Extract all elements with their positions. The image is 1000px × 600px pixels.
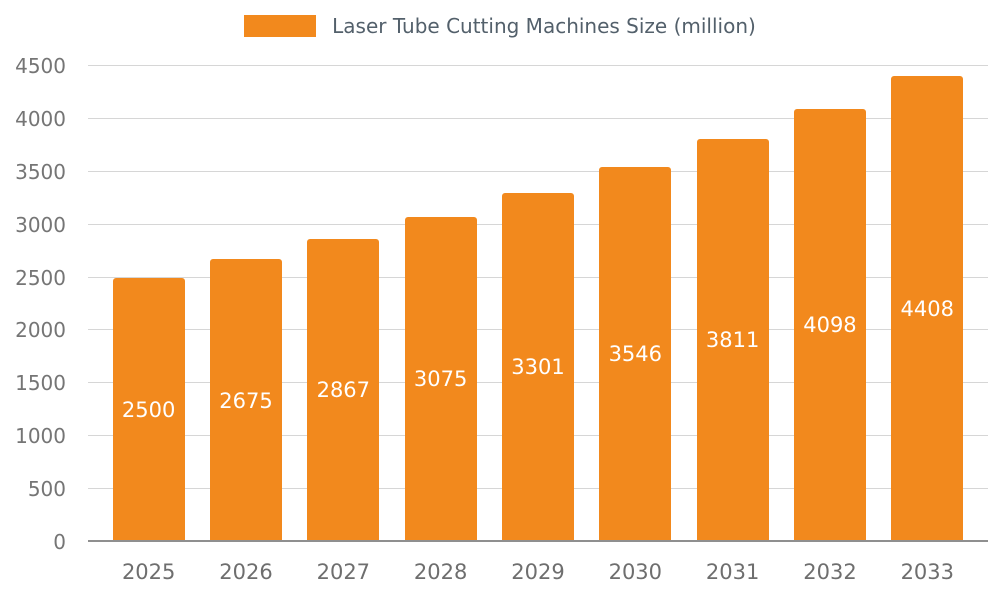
x-tick-label: 2025	[121, 560, 176, 584]
x-tick-label: 2032	[803, 560, 857, 584]
bar-value-label: 2500	[121, 397, 176, 422]
x-axis-labels: 2025 2026 2027 2028 2029 2030 2031 2032 2033	[88, 554, 988, 590]
legend-label: Laser Tube Cutting Machines Size (millio…	[332, 14, 756, 38]
bar-slot: 3075	[392, 66, 489, 542]
x-axis-line	[88, 540, 988, 542]
x-tick-label: 2030	[608, 560, 663, 584]
y-axis: 0 500 1000 1500 2000 2500 3000 3500 4000 4500	[0, 56, 78, 552]
x-tick-label: 2027	[316, 560, 371, 584]
x-tick-label: 2029	[511, 560, 565, 584]
bar-2031[interactable]: 3811	[696, 138, 769, 542]
bars-row: 2500 2675 2867 3075 3301 3546 3811 4098 4408	[88, 66, 988, 542]
gridline	[88, 65, 988, 66]
bar-2026[interactable]: 2675	[209, 259, 282, 542]
plot-area: 2500 2675 2867 3075 3301 3546 3811 4098 4408	[88, 65, 988, 542]
bar-2025[interactable]: 2500	[112, 277, 185, 542]
bar-value-label: 3075	[413, 367, 468, 392]
bar-slot: 4408	[879, 66, 976, 542]
bar-value-label: 3811	[705, 328, 760, 353]
bar-slot: 3301	[489, 66, 586, 542]
bar-slot: 3811	[684, 66, 781, 542]
y-tick-label: 0	[53, 530, 66, 554]
y-tick-label: 3000	[15, 212, 66, 237]
bar-value-label: 2675	[219, 388, 273, 413]
x-tick-label: 2028	[413, 560, 468, 584]
chart-legend[interactable]: Laser Tube Cutting Machines Size (millio…	[0, 14, 1000, 38]
bar-slot: 4098	[781, 66, 878, 542]
y-tick-label: 1500	[15, 371, 66, 396]
bar-2029[interactable]: 3301	[501, 192, 574, 542]
bar-2027[interactable]: 2867	[307, 238, 380, 542]
y-tick-label: 2000	[15, 318, 66, 343]
y-tick-label: 4500	[15, 54, 66, 78]
x-tick-label: 2026	[219, 560, 273, 584]
bar-slot: 2500	[100, 66, 197, 542]
y-tick-label: 1000	[15, 424, 66, 449]
y-tick-label: 500	[27, 477, 66, 502]
x-tick-label: 2031	[705, 560, 760, 584]
bar-slot: 2675	[197, 66, 294, 542]
bar-2028[interactable]: 3075	[404, 216, 477, 542]
bar-value-label: 3301	[511, 355, 565, 380]
bar-2033[interactable]: 4408	[891, 75, 964, 542]
y-tick-label: 2500	[15, 265, 66, 290]
bar-2030[interactable]: 3546	[599, 166, 672, 542]
y-tick-label: 4000	[15, 106, 66, 131]
bar-slot: 2867	[295, 66, 392, 542]
gridline	[88, 117, 988, 119]
bar-value-label: 4408	[900, 296, 955, 321]
gridline	[88, 170, 988, 172]
bar-slot: 3546	[587, 66, 684, 542]
bar-value-label: 2867	[316, 378, 371, 403]
bar-2032[interactable]: 4098	[793, 108, 866, 542]
bar-value-label: 4098	[803, 313, 857, 338]
legend-swatch-icon	[244, 15, 317, 37]
y-tick-label: 3500	[15, 159, 66, 184]
bar-value-label: 3546	[608, 342, 663, 367]
x-tick-label: 2033	[900, 560, 955, 584]
